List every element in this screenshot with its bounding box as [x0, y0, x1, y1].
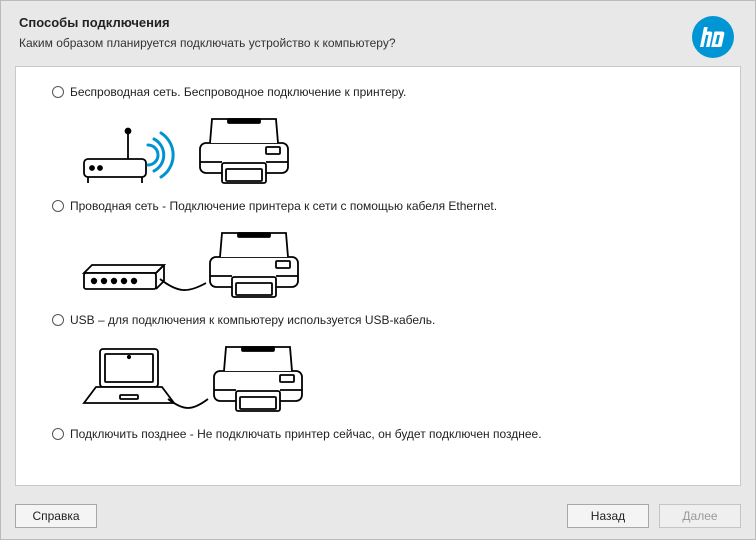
installer-window: Способы подключения Каким образом планир…: [0, 0, 756, 540]
options-panel: Беспроводная сеть. Беспроводное подключе…: [15, 66, 741, 486]
radio-ethernet[interactable]: [52, 200, 64, 212]
option-wireless: Беспроводная сеть. Беспроводное подключе…: [52, 85, 718, 185]
page-subtitle: Каким образом планируется подключать уст…: [19, 36, 737, 50]
radio-wireless[interactable]: [52, 86, 64, 98]
option-usb: USB – для подключения к компьютеру испол…: [52, 313, 718, 413]
option-wireless-row[interactable]: Беспроводная сеть. Беспроводное подключе…: [52, 85, 718, 99]
illustration-usb: [78, 335, 718, 413]
back-button[interactable]: Назад: [567, 504, 649, 528]
illustration-ethernet: [78, 221, 718, 299]
option-wireless-label: Беспроводная сеть. Беспроводное подключе…: [70, 85, 406, 99]
radio-usb[interactable]: [52, 314, 64, 326]
option-later-label: Подключить позднее - Не подключать принт…: [70, 427, 542, 441]
help-button[interactable]: Справка: [15, 504, 97, 528]
option-usb-row[interactable]: USB – для подключения к компьютеру испол…: [52, 313, 718, 327]
footer: Справка Назад Далее: [1, 493, 755, 539]
option-ethernet: Проводная сеть - Подключение принтера к …: [52, 199, 718, 299]
illustration-wireless: [78, 107, 718, 185]
hp-logo: [691, 15, 735, 59]
next-button[interactable]: Далее: [659, 504, 741, 528]
option-later: Подключить позднее - Не подключать принт…: [52, 427, 718, 441]
option-later-row[interactable]: Подключить позднее - Не подключать принт…: [52, 427, 718, 441]
option-ethernet-row[interactable]: Проводная сеть - Подключение принтера к …: [52, 199, 718, 213]
option-ethernet-label: Проводная сеть - Подключение принтера к …: [70, 199, 497, 213]
page-title: Способы подключения: [19, 15, 737, 30]
header: Способы подключения Каким образом планир…: [1, 1, 755, 60]
radio-later[interactable]: [52, 428, 64, 440]
option-usb-label: USB – для подключения к компьютеру испол…: [70, 313, 435, 327]
